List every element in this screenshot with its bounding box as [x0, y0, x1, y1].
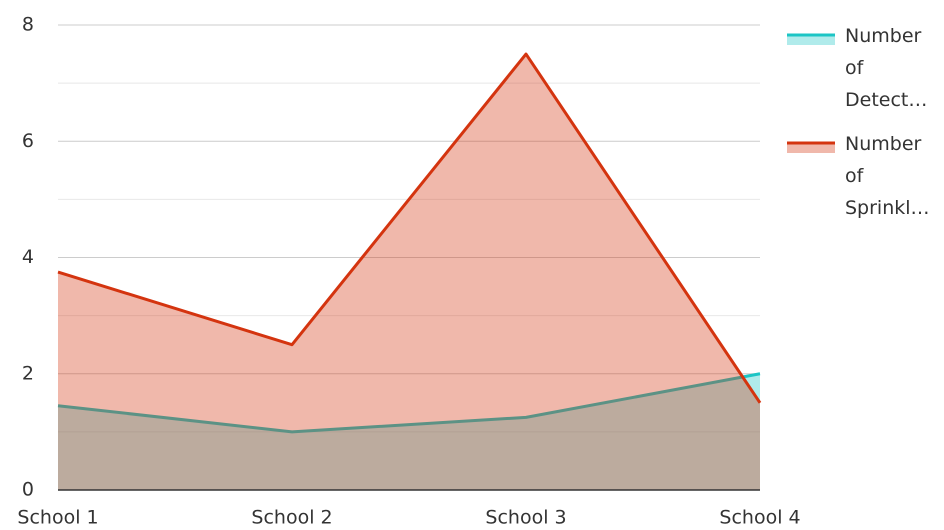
y-tick-label: 0 — [22, 479, 34, 501]
y-tick-label: 2 — [22, 362, 34, 384]
legend-swatch-fill — [787, 35, 835, 45]
area — [58, 54, 760, 490]
x-tick-label: School 2 — [251, 507, 332, 529]
y-tick-label: 8 — [22, 14, 34, 36]
x-tick-label: School 4 — [719, 507, 800, 529]
line — [57, 372, 761, 434]
y-tick-label: 4 — [22, 246, 34, 268]
x-tick-label: School 3 — [485, 507, 566, 529]
legend-swatch-fill — [787, 143, 835, 153]
line — [57, 52, 762, 404]
y-tick-label: 6 — [22, 130, 34, 152]
legend-label: Number of Sprinkl… — [845, 133, 930, 219]
legend-label: Number of Detect… — [845, 25, 928, 111]
area — [58, 373, 760, 490]
legend-swatch — [787, 141, 835, 153]
x-tick-label: School 1 — [17, 507, 98, 529]
legend-swatch — [787, 33, 835, 45]
